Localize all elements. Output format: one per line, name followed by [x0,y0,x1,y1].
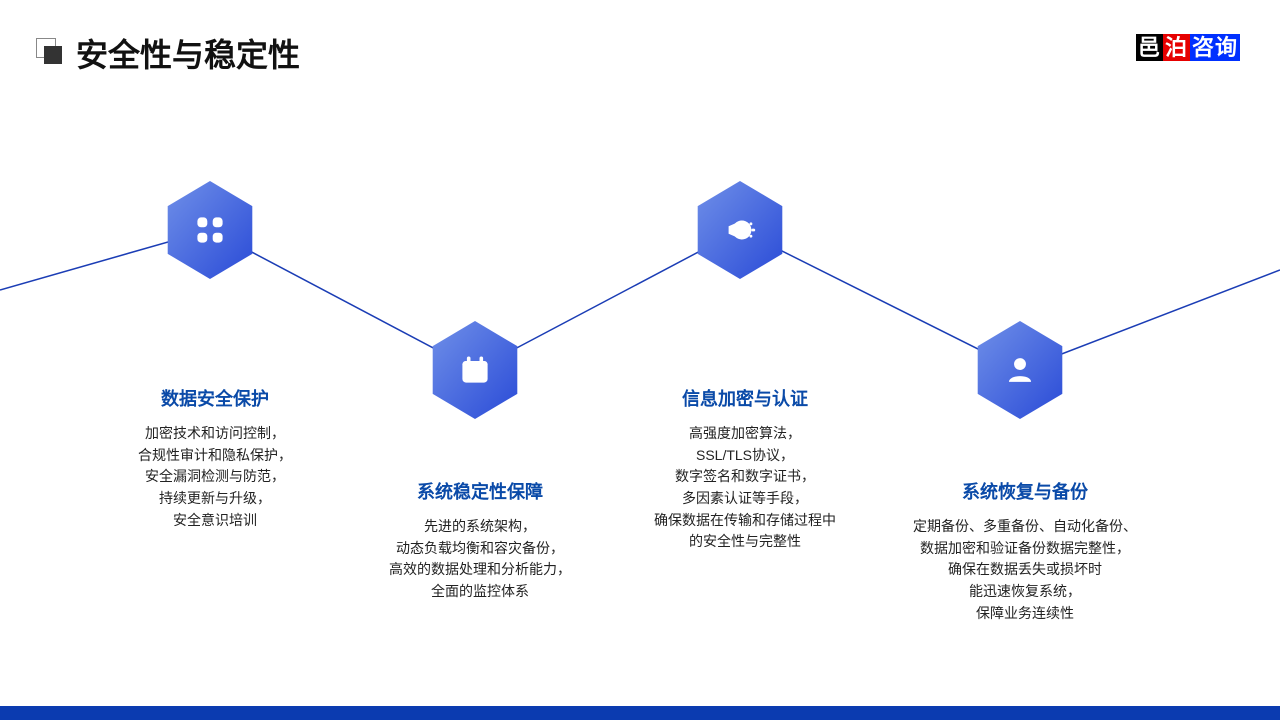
feature-item-2: 系统稳定性保障先进的系统架构， 动态负载均衡和容灾备份， 高效的数据处理和分析能… [360,478,600,603]
page-title: 安全性与稳定性 [76,30,300,76]
feature-title: 信息加密与认证 [625,385,865,411]
title-decor-icon [40,42,62,64]
footer-accent-bar [0,706,1280,720]
hexagon-node-3 [695,178,785,282]
feature-description: 高强度加密算法， SSL/TLS协议， 数字签名和数字证书， 多因素认证等手段，… [625,423,865,553]
feature-title: 数据安全保护 [110,385,320,411]
calendar-icon [455,350,495,390]
feature-item-1: 数据安全保护加密技术和访问控制， 合规性审计和隐私保护， 安全漏洞检测与防范， … [110,385,320,531]
feature-description: 先进的系统架构， 动态负载均衡和容灾备份， 高效的数据处理和分析能力， 全面的监… [360,516,600,603]
grid-icon [190,210,230,250]
person-icon [1000,350,1040,390]
feature-item-3: 信息加密与认证高强度加密算法， SSL/TLS协议， 数字签名和数字证书， 多因… [625,385,865,553]
logo-part-1: 邑 [1136,34,1163,61]
hexagon-node-4 [975,318,1065,422]
logo-part-3: 咨询 [1190,34,1240,61]
hexagon-node-1 [165,178,255,282]
feature-item-4: 系统恢复与备份定期备份、多重备份、自动化备份、 数据加密和验证备份数据完整性， … [885,478,1165,624]
logo-part-2: 泊 [1163,34,1190,61]
feature-description: 定期备份、多重备份、自动化备份、 数据加密和验证备份数据完整性， 确保在数据丢失… [885,516,1165,624]
megaphone-icon [720,210,760,250]
brand-logo: 邑泊咨询 [1136,30,1240,62]
hexagon-node-2 [430,318,520,422]
header: 安全性与稳定性 [40,30,300,76]
feature-title: 系统恢复与备份 [885,478,1165,504]
feature-description: 加密技术和访问控制， 合规性审计和隐私保护， 安全漏洞检测与防范， 持续更新与升… [110,423,320,531]
feature-title: 系统稳定性保障 [360,478,600,504]
